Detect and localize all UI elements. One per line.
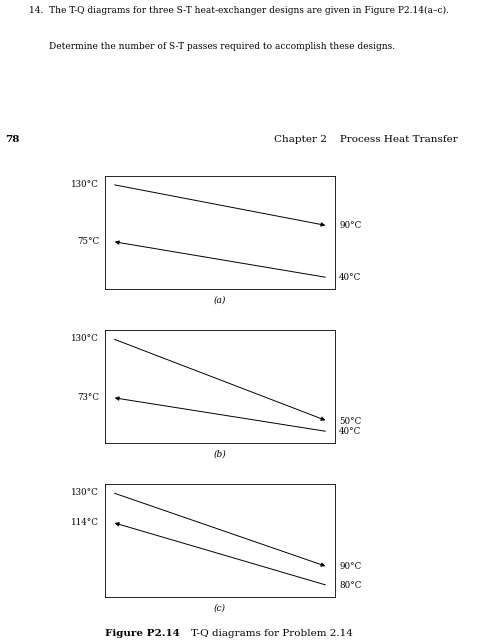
Text: 80°C: 80°C <box>339 581 361 590</box>
Text: (c): (c) <box>214 603 226 612</box>
Text: (b): (b) <box>214 449 226 458</box>
Text: 114°C: 114°C <box>71 518 99 527</box>
Text: 40°C: 40°C <box>339 427 361 436</box>
Text: Chapter 2    Process Heat Transfer: Chapter 2 Process Heat Transfer <box>274 136 458 145</box>
Text: 50°C: 50°C <box>339 417 361 426</box>
Text: 40°C: 40°C <box>339 273 361 282</box>
Text: 130°C: 130°C <box>72 334 99 343</box>
Text: 73°C: 73°C <box>77 393 99 402</box>
Text: 90°C: 90°C <box>339 221 361 230</box>
Text: 90°C: 90°C <box>339 563 361 572</box>
Text: Figure P2.14: Figure P2.14 <box>105 629 180 638</box>
Text: 14.  The T-Q diagrams for three S-T heat-exchanger designs are given in Figure P: 14. The T-Q diagrams for three S-T heat-… <box>29 6 449 15</box>
Text: 130°C: 130°C <box>72 180 99 189</box>
Text: 130°C: 130°C <box>72 488 99 497</box>
Text: T-Q diagrams for Problem 2.14: T-Q diagrams for Problem 2.14 <box>177 629 352 638</box>
Text: Determine the number of S-T passes required to accomplish these designs.: Determine the number of S-T passes requi… <box>49 42 395 51</box>
Text: (a): (a) <box>214 295 226 304</box>
Text: 75°C: 75°C <box>77 237 99 246</box>
Text: 78: 78 <box>5 136 19 145</box>
